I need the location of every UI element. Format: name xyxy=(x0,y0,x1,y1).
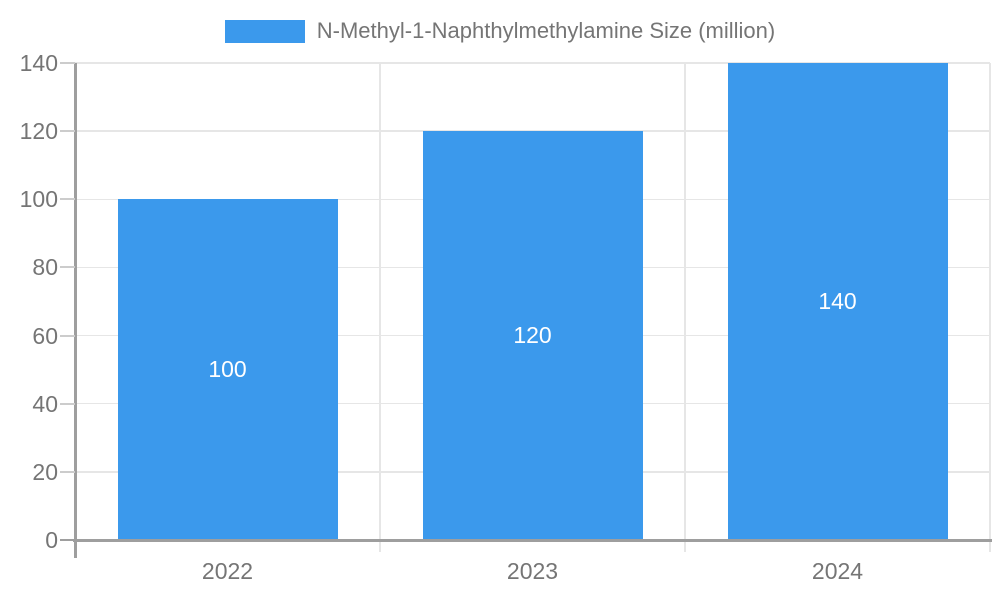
y-tick-label-120: 120 xyxy=(19,118,58,145)
y-axis-line xyxy=(73,63,77,558)
y-tick-label-20: 20 xyxy=(32,458,58,485)
y-tick-140 xyxy=(60,62,75,64)
gridline-x-1 xyxy=(379,63,381,552)
y-tick-label-100: 100 xyxy=(19,186,58,213)
bar-value-label: 140 xyxy=(818,288,857,314)
y-tick-100 xyxy=(60,198,75,201)
y-tick-0 xyxy=(60,539,75,541)
legend-swatch xyxy=(224,19,305,43)
x-tick-label-2022: 2022 xyxy=(201,558,254,584)
y-tick-120 xyxy=(60,130,75,133)
y-tick-60 xyxy=(60,334,75,337)
y-tick-40 xyxy=(60,402,75,405)
bar-value-label: 120 xyxy=(513,322,552,349)
plot-area: 100 120 140 xyxy=(73,62,992,558)
y-tick-label-60: 60 xyxy=(32,322,58,349)
x-tick-label-2023: 2023 xyxy=(506,558,559,584)
legend[interactable]: N-Methyl-1-Naphthylmethylamine Size (mil… xyxy=(0,18,1000,44)
bar-value-label: 100 xyxy=(208,356,247,383)
bar-2022[interactable]: 100 xyxy=(117,199,338,540)
y-tick-80 xyxy=(60,266,75,269)
y-tick-label-80: 80 xyxy=(32,254,58,281)
gridline-y-140 xyxy=(75,62,990,64)
legend-label: N-Methyl-1-Naphthylmethylamine Size (mil… xyxy=(316,18,776,43)
bar-2024[interactable]: 140 xyxy=(727,63,948,540)
gridline-x-2 xyxy=(684,63,686,552)
y-tick-label-0: 0 xyxy=(45,527,58,553)
x-axis-line xyxy=(73,538,992,542)
x-tick-label-2024: 2024 xyxy=(811,558,864,584)
y-tick-label-140: 140 xyxy=(19,50,58,76)
y-tick-20 xyxy=(60,470,75,473)
bar-2023[interactable]: 120 xyxy=(422,131,643,540)
gridline-x-3 xyxy=(989,63,991,552)
y-tick-label-40: 40 xyxy=(32,390,58,417)
